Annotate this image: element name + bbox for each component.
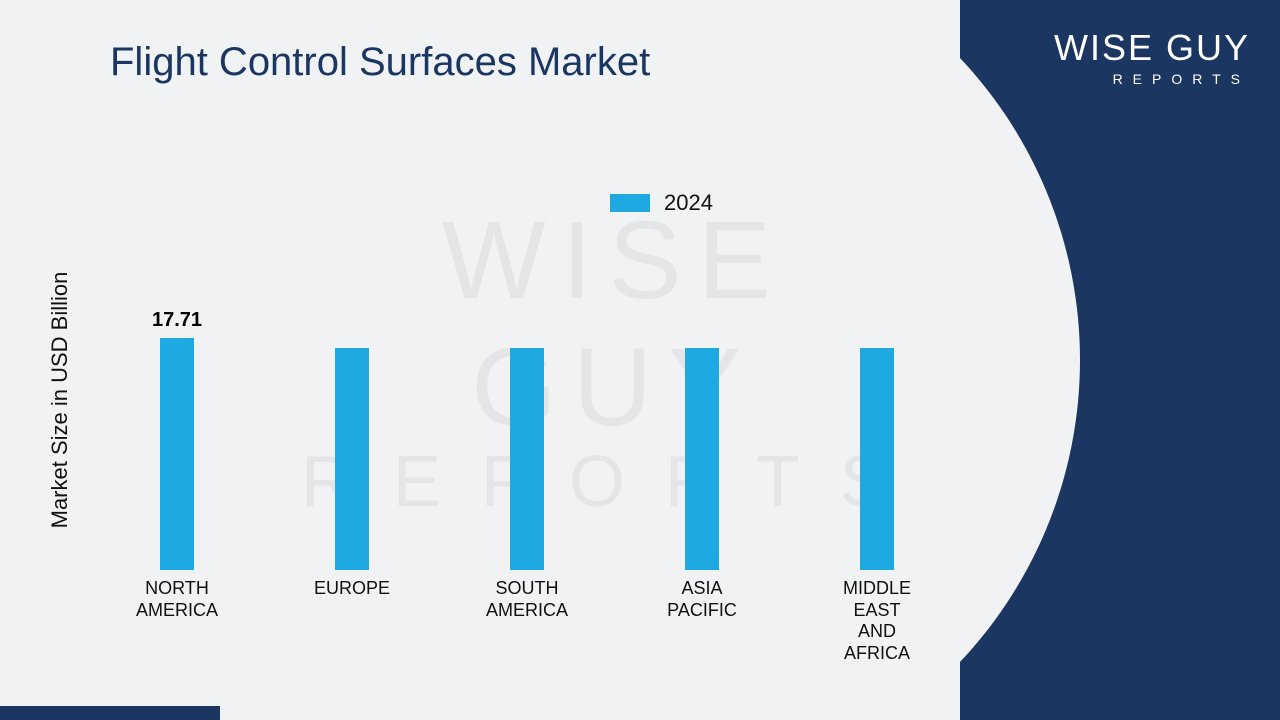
logo-line1: WISE GUY	[1054, 30, 1250, 66]
bar: ASIA PACIFIC	[685, 348, 719, 570]
x-axis-label: EUROPE	[282, 578, 422, 600]
y-axis-label: Market Size in USD Billion	[47, 272, 73, 529]
brand-logo: WISE GUY REPORTS	[1054, 30, 1250, 86]
x-axis-label: ASIA PACIFIC	[632, 578, 772, 621]
logo-line2: REPORTS	[1054, 72, 1250, 86]
bar: 17.71NORTH AMERICA	[160, 338, 194, 570]
bar-fill	[160, 338, 194, 570]
bar-fill	[510, 348, 544, 570]
bottom-accent-bar	[0, 706, 220, 720]
bar: MIDDLE EAST AND AFRICA	[860, 348, 894, 570]
plot-area: 17.71NORTH AMERICA EUROPE SOUTH AMERICA ASI…	[110, 230, 930, 570]
bar-fill	[335, 348, 369, 570]
bar-fill	[860, 348, 894, 570]
legend: 2024	[610, 190, 713, 216]
x-axis-label: MIDDLE EAST AND AFRICA	[807, 578, 947, 664]
y-axis-label-wrap: Market Size in USD Billion	[40, 0, 80, 720]
bar: SOUTH AMERICA	[510, 348, 544, 570]
chart-root: WISE GUY REPORTS WISE GUY REPORTS Flight…	[0, 0, 1280, 720]
chart-title: Flight Control Surfaces Market	[110, 40, 650, 85]
x-axis-label: NORTH AMERICA	[107, 578, 247, 621]
bar-fill	[685, 348, 719, 570]
x-axis-label: SOUTH AMERICA	[457, 578, 597, 621]
legend-swatch	[610, 194, 650, 212]
legend-label: 2024	[664, 190, 713, 216]
bar: EUROPE	[335, 348, 369, 570]
bar-value-label: 17.71	[152, 309, 202, 332]
